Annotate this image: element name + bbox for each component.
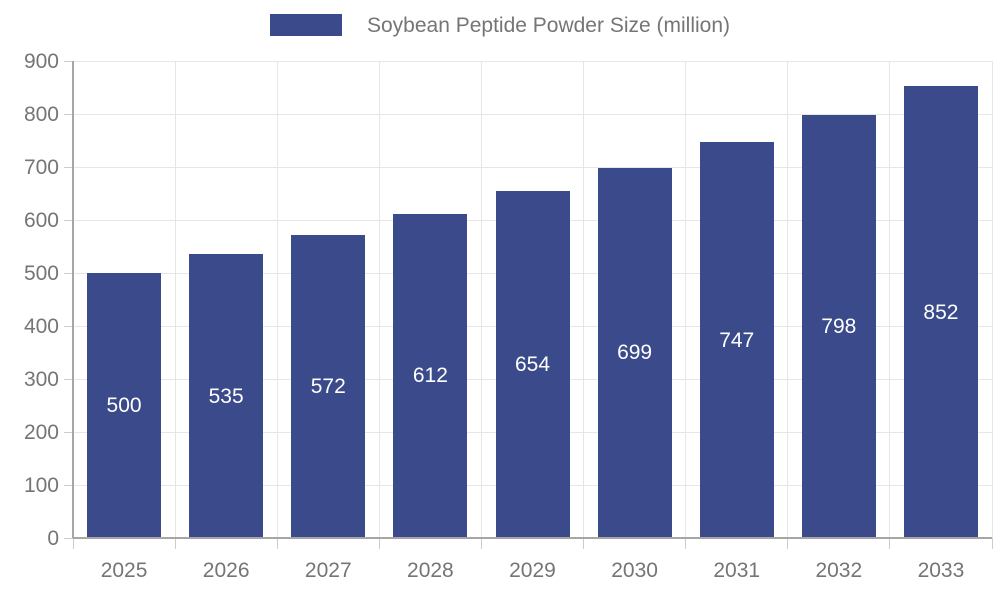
y-tick-label: 500 (23, 262, 59, 285)
bar-2026: 535 (189, 254, 264, 538)
x-gridline (787, 61, 789, 538)
x-axis-tick (174, 538, 176, 549)
bar-2030: 699 (597, 167, 672, 538)
x-gridline (480, 61, 482, 538)
x-tick-label: 2030 (611, 559, 658, 582)
x-axis-tick (583, 538, 585, 549)
y-tick-label: 0 (47, 527, 59, 550)
x-tick-label: 2029 (509, 559, 556, 582)
x-gridline (276, 61, 278, 538)
x-tick-label: 2026 (202, 559, 250, 582)
x-axis-tick (991, 538, 993, 549)
y-axis-tick (64, 537, 73, 539)
bar-2027: 572 (291, 234, 366, 538)
bar-2031: 747 (699, 142, 774, 538)
y-axis-tick (64, 166, 73, 168)
y-axis-tick (64, 60, 73, 62)
bar-value-label: 572 (310, 374, 346, 398)
x-axis-tick (72, 538, 74, 549)
x-gridline (174, 61, 176, 538)
x-gridline (889, 61, 891, 538)
bar-value-label: 852 (923, 300, 959, 324)
bar-2028: 612 (393, 213, 468, 538)
y-axis-tick (64, 378, 73, 380)
x-gridline (378, 61, 380, 538)
x-axis-tick (889, 538, 891, 549)
x-axis-tick (685, 538, 687, 549)
x-tick-label: 2031 (713, 559, 761, 582)
bar-2032: 798 (801, 115, 876, 538)
y-tick-label: 300 (23, 368, 59, 391)
bar-value-label: 654 (514, 353, 551, 377)
y-tick-label: 200 (23, 421, 59, 444)
x-axis-tick (276, 538, 278, 549)
bar-2029: 654 (495, 191, 570, 538)
y-axis-tick (64, 325, 73, 327)
bar-value-label: 612 (412, 364, 448, 388)
x-axis-tick (480, 538, 482, 549)
bar-2025: 500 (87, 273, 162, 538)
bar-2033: 852 (903, 86, 978, 538)
bar-value-label: 747 (719, 328, 755, 352)
x-gridline (583, 61, 585, 538)
y-tick-label: 400 (23, 315, 59, 338)
y-tick-label: 800 (23, 103, 59, 126)
y-tick-label: 100 (23, 474, 59, 497)
x-axis-tick (787, 538, 789, 549)
x-tick-label: 2033 (917, 559, 965, 582)
x-axis-tick (378, 538, 380, 549)
x-tick-label: 2025 (100, 559, 148, 582)
x-tick-label: 2028 (407, 559, 454, 582)
bar-value-label: 500 (106, 394, 142, 417)
y-gridline (73, 113, 992, 115)
legend-item[interactable]: Soybean Peptide Powder Size (million) (0, 14, 1000, 36)
y-tick-label: 900 (23, 50, 59, 73)
y-axis-tick (64, 219, 73, 221)
x-tick-label: 2027 (304, 559, 352, 582)
y-axis-tick (64, 272, 73, 274)
y-axis-tick (64, 113, 73, 115)
y-axis-tick (64, 484, 73, 486)
bar-value-label: 535 (208, 384, 244, 408)
plot-area: 0 100 200 300 400 500 600 700 800 900 500 2025 535 20… (24, 51, 993, 581)
y-tick-label: 700 (23, 156, 59, 179)
y-gridline (73, 60, 992, 62)
x-axis-line (73, 537, 992, 539)
x-tick-label: 2032 (815, 559, 863, 582)
y-axis-tick (64, 431, 73, 433)
x-gridline (685, 61, 687, 538)
y-gridline (73, 166, 992, 168)
x-gridline (991, 61, 993, 538)
y-axis-line (72, 61, 74, 538)
y-tick-label: 600 (23, 209, 59, 232)
legend-label: Soybean Peptide Powder Size (million) (366, 13, 731, 37)
bar-value-label: 699 (617, 341, 653, 365)
bar-value-label: 798 (821, 315, 857, 339)
legend-swatch-icon (269, 14, 342, 36)
